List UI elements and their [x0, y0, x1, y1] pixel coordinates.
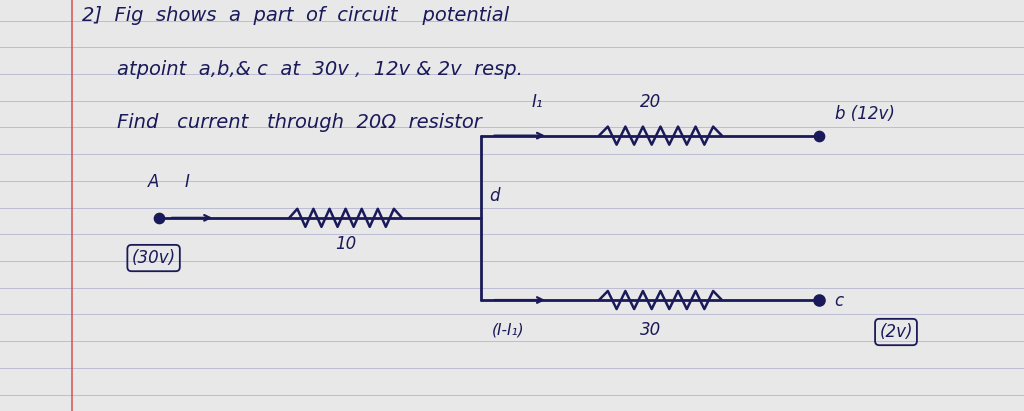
- Point: [151, 215, 167, 221]
- Text: Find   current   through  20Ω  resistor: Find current through 20Ω resistor: [92, 113, 482, 132]
- Text: I: I: [185, 173, 189, 191]
- Text: b (12v): b (12v): [835, 105, 894, 123]
- Text: atpoint  a,b,& c  at  30v ,  12v & 2v  resp.: atpoint a,b,& c at 30v , 12v & 2v resp.: [92, 60, 523, 79]
- Point: [811, 132, 827, 139]
- Text: A: A: [147, 173, 160, 191]
- Text: c: c: [835, 292, 844, 310]
- Text: 30: 30: [640, 321, 660, 339]
- Text: 10: 10: [335, 235, 356, 253]
- Text: (2v): (2v): [880, 323, 912, 341]
- Text: d: d: [489, 187, 500, 206]
- Text: 20: 20: [640, 93, 660, 111]
- Text: I₁: I₁: [531, 93, 544, 111]
- Text: (I-I₁): (I-I₁): [492, 323, 524, 338]
- Point: [811, 297, 827, 303]
- Text: 2]  Fig  shows  a  part  of  circuit    potential: 2] Fig shows a part of circuit potential: [82, 6, 509, 25]
- Text: (30v): (30v): [131, 249, 176, 267]
